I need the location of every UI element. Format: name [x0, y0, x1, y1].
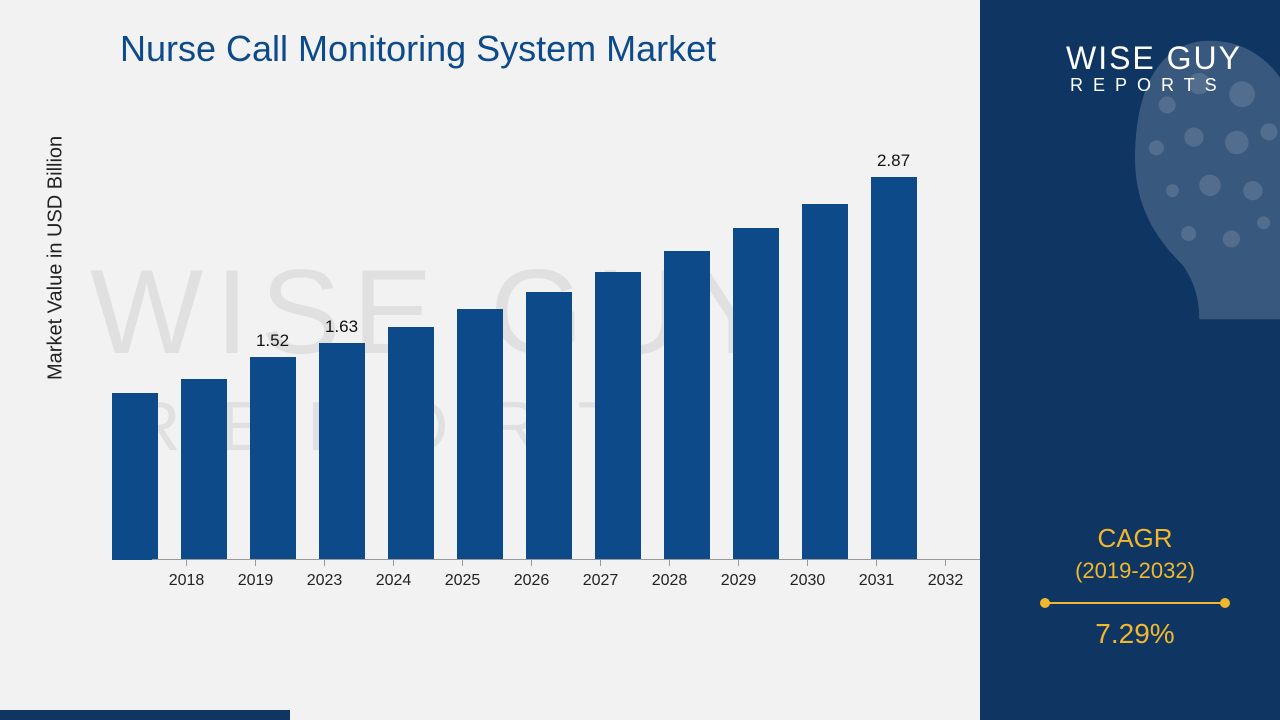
- bar-slot: [514, 160, 583, 560]
- x-tick-mark: [807, 560, 808, 566]
- bar: [319, 343, 365, 560]
- x-tick-label: 2031: [842, 572, 911, 590]
- bar-slot: 1.63: [307, 160, 376, 560]
- bar-value-label: 2.87: [877, 151, 910, 171]
- bar-value-label: 1.52: [256, 331, 289, 351]
- x-tick-label: 2023: [290, 572, 359, 590]
- bar: [664, 251, 710, 560]
- x-tick-label: 2027: [566, 572, 635, 590]
- bar: [526, 292, 572, 560]
- x-tick-label: 2024: [359, 572, 428, 590]
- chart-title: Nurse Call Monitoring System Market: [120, 28, 716, 70]
- x-tick-mark: [738, 560, 739, 566]
- bar-slot: [652, 160, 721, 560]
- x-tick-mark: [462, 560, 463, 566]
- bar: [595, 272, 641, 560]
- x-tick-mark: [531, 560, 532, 566]
- chart-stage: WISE GUY REPORTS Nurse Call Monitoring S…: [0, 0, 1280, 720]
- logo-sub-text: REPORTS: [1070, 75, 1242, 96]
- bar-slot: [721, 160, 790, 560]
- y-axis-label: Market Value in USD Billion: [45, 136, 68, 380]
- bar-slot: [169, 160, 238, 560]
- x-tick-label: 2030: [773, 572, 842, 590]
- bar-slot: [445, 160, 514, 560]
- bar: [457, 309, 503, 560]
- bar-value-label: 1.63: [325, 317, 358, 337]
- bar: [388, 327, 434, 560]
- cagr-title: CAGR: [1045, 523, 1225, 554]
- x-tick-mark: [255, 560, 256, 566]
- logo-main-text: WISE GUY: [1066, 40, 1242, 77]
- cagr-box: CAGR (2019-2032) 7.29%: [1045, 523, 1225, 650]
- x-tick-mark: [876, 560, 877, 566]
- x-tick-label: 2025: [428, 572, 497, 590]
- bar: [250, 357, 296, 560]
- x-tick-mark: [669, 560, 670, 566]
- x-tick-labels: 2018201920232024202520262027202820292030…: [152, 572, 980, 590]
- x-tick-mark: [393, 560, 394, 566]
- x-tick-mark: [945, 560, 946, 566]
- cagr-value: 7.29%: [1045, 618, 1225, 650]
- x-tick-mark: [324, 560, 325, 566]
- bar-slot: [100, 160, 169, 560]
- bar-slot: [376, 160, 445, 560]
- bar-slot: [583, 160, 652, 560]
- x-tick-mark: [186, 560, 187, 566]
- brand-logo: WISE GUY REPORTS: [1066, 40, 1242, 96]
- x-tick-mark: [600, 560, 601, 566]
- bars-container: 1.52 1.63 2.87: [100, 160, 928, 560]
- chart-area: Market Value in USD Billion 1.521.632.87…: [48, 160, 928, 600]
- x-tick-label: 2028: [635, 572, 704, 590]
- bar-slot: 1.52: [238, 160, 307, 560]
- cagr-period: (2019-2032): [1045, 558, 1225, 584]
- bar: [733, 228, 779, 560]
- bar: [112, 393, 158, 560]
- x-tick-marks: [152, 560, 980, 566]
- bar-slot: 2.87: [859, 160, 928, 560]
- bar: [181, 379, 227, 560]
- bar: [802, 204, 848, 560]
- cagr-divider-line: [1045, 602, 1225, 604]
- x-tick-label: 2032: [911, 572, 980, 590]
- bar-slot: [790, 160, 859, 560]
- x-tick-label: 2026: [497, 572, 566, 590]
- x-tick-label: 2029: [704, 572, 773, 590]
- bar: [871, 177, 917, 560]
- x-tick-label: 2019: [221, 572, 290, 590]
- x-tick-label: 2018: [152, 572, 221, 590]
- footer-accent-bar: [0, 710, 290, 720]
- plot-area: 1.521.632.87 201820192023202420252026202…: [100, 160, 928, 560]
